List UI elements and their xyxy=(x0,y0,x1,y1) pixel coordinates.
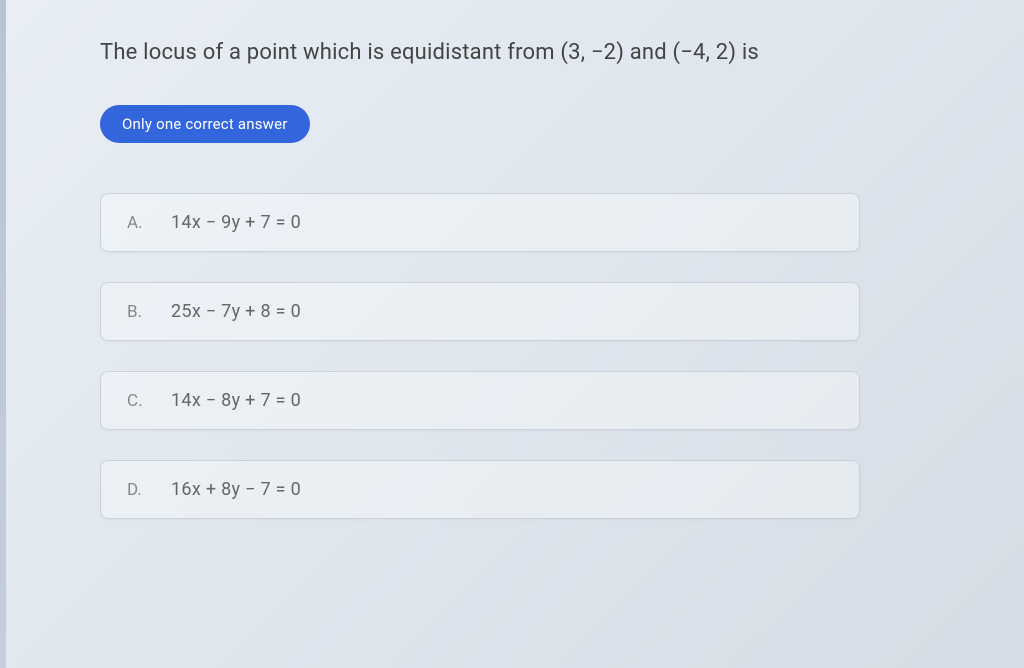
left-edge-decoration xyxy=(0,0,6,668)
option-a[interactable]: A. 14x − 9y + 7 = 0 xyxy=(100,193,860,252)
question-text: The locus of a point which is equidistan… xyxy=(100,40,944,65)
question-page: The locus of a point which is equidistan… xyxy=(0,0,1024,668)
option-text: 16x + 8y − 7 = 0 xyxy=(171,479,301,500)
option-text: 14x − 9y + 7 = 0 xyxy=(171,212,301,233)
option-letter: C. xyxy=(127,391,145,411)
answer-mode-badge: Only one correct answer xyxy=(100,105,310,143)
option-c[interactable]: C. 14x − 8y + 7 = 0 xyxy=(100,371,860,430)
option-d[interactable]: D. 16x + 8y − 7 = 0 xyxy=(100,460,860,519)
option-text: 14x − 8y + 7 = 0 xyxy=(171,390,301,411)
option-letter: D. xyxy=(127,480,145,500)
option-text: 25x − 7y + 8 = 0 xyxy=(171,301,301,322)
option-letter: B. xyxy=(127,302,145,322)
options-list: A. 14x − 9y + 7 = 0 B. 25x − 7y + 8 = 0 … xyxy=(100,193,860,519)
option-b[interactable]: B. 25x − 7y + 8 = 0 xyxy=(100,282,860,341)
option-letter: A. xyxy=(127,213,145,233)
